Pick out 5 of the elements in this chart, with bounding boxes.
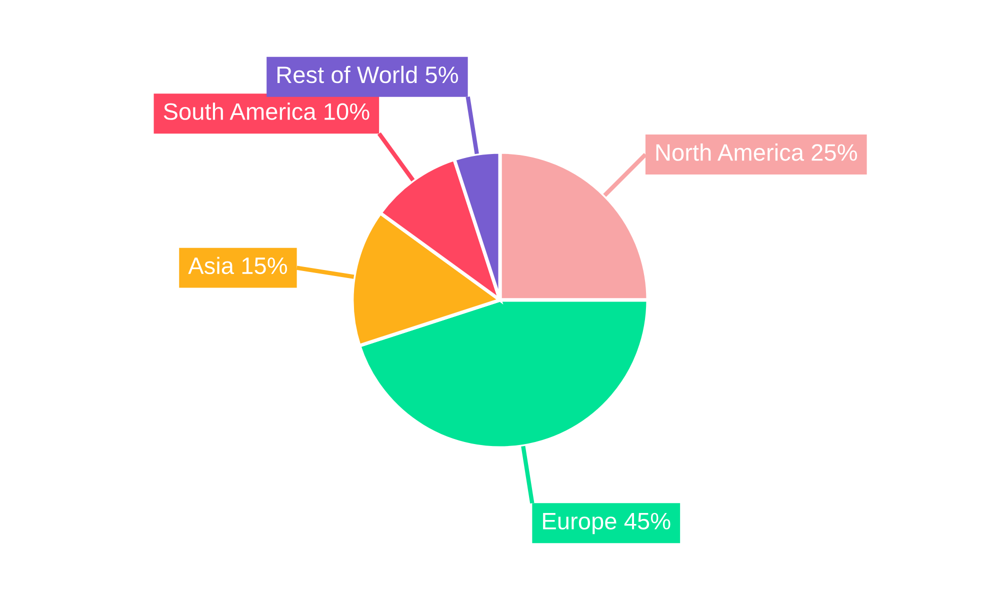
slice-label: Asia 15% <box>188 256 288 274</box>
slice-label: North America 25% <box>656 144 858 161</box>
slice-label: Europe 45% <box>543 512 670 534</box>
slice-label: South America 10% <box>164 102 370 120</box>
slice-label: Rest of World 5% <box>278 66 458 84</box>
